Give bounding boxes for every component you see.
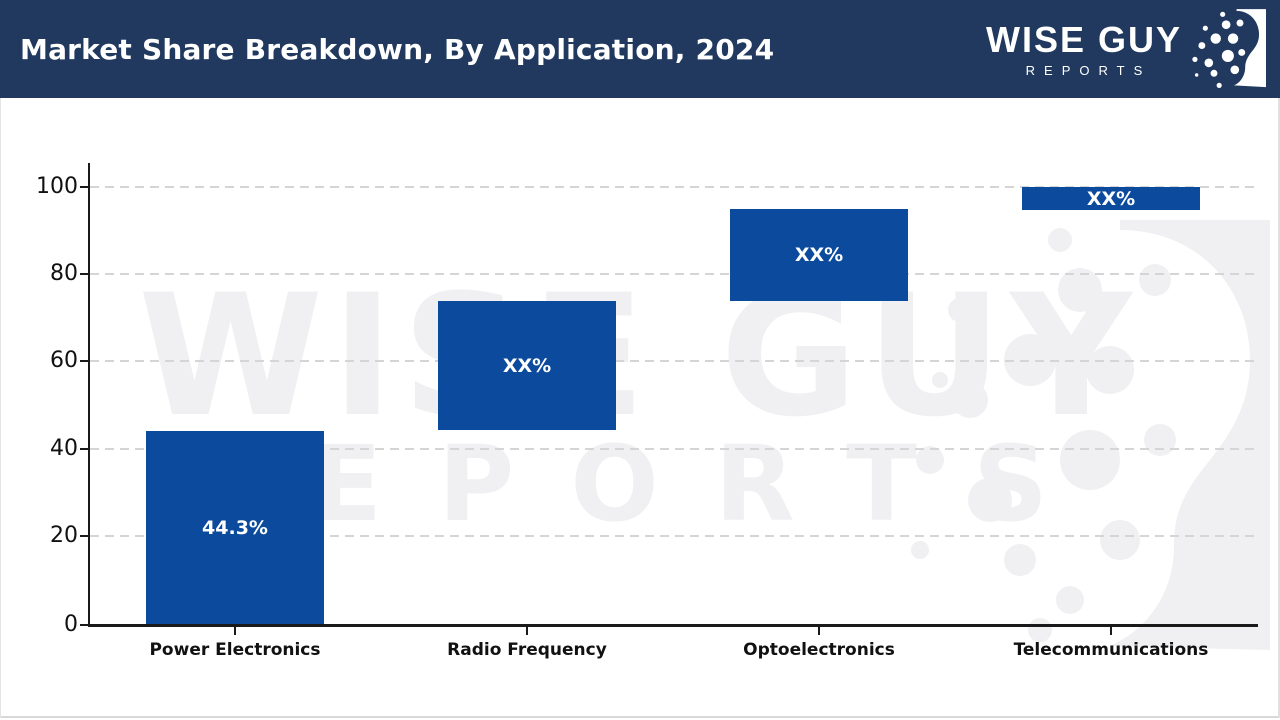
x-tick	[1110, 627, 1112, 635]
x-label-radio-frequency: Radio Frequency	[447, 640, 607, 660]
y-tick-label-100: 100	[36, 174, 78, 199]
gridline-100	[90, 186, 1258, 188]
page-title: Market Share Breakdown, By Application, …	[20, 32, 775, 66]
y-tick	[80, 186, 88, 188]
y-tick-label-80: 80	[50, 261, 78, 286]
x-tick	[234, 627, 236, 635]
bar-power-electronics: 44.3%	[146, 431, 324, 625]
bar-value-label: XX%	[502, 354, 552, 377]
x-tick	[818, 627, 820, 635]
left-border	[0, 98, 1, 718]
x-axis-line	[88, 624, 1258, 627]
bar-radio-frequency: XX%	[438, 301, 616, 430]
y-tick-label-0: 0	[64, 612, 78, 637]
y-tick	[80, 448, 88, 450]
gridline-80	[90, 273, 1258, 275]
brand-logo-text: WISE GUY REPORTS	[985, 18, 1182, 78]
bar-value-label: 44.3%	[202, 517, 268, 539]
x-label-power-electronics: Power Electronics	[149, 640, 321, 660]
gridline-40	[90, 448, 1258, 450]
y-tick	[80, 624, 88, 626]
y-tick	[80, 535, 88, 537]
gridline-60	[90, 360, 1258, 362]
y-tick-label-40: 40	[50, 436, 78, 461]
bar-optoelectronics: XX%	[730, 209, 908, 301]
watermark-head-icon	[911, 220, 1270, 650]
x-tick	[526, 627, 528, 635]
y-tick-label-20: 20	[50, 523, 78, 548]
brand-logo-name: WISE GUY	[985, 18, 1182, 60]
y-tick	[80, 273, 88, 275]
brand-head-icon	[1192, 9, 1266, 88]
x-label-telecommunications: Telecommunications	[1013, 640, 1209, 660]
y-tick-label-60: 60	[50, 348, 78, 373]
y-axis-line	[88, 163, 90, 627]
header-bar: Market Share Breakdown, By Application, …	[0, 0, 1280, 98]
brand-logo-subtitle: REPORTS	[1025, 62, 1152, 78]
watermark-wordmark: WISE GUY	[138, 258, 1141, 454]
bar-value-label: XX%	[1086, 187, 1136, 210]
bar-value-label: XX%	[794, 244, 844, 266]
y-tick	[80, 360, 88, 362]
x-label-optoelectronics: Optoelectronics	[743, 640, 895, 660]
gridline-20	[90, 535, 1258, 537]
brand-logo: WISE GUY REPORTS	[986, 0, 1266, 98]
bottom-border	[0, 716, 1280, 718]
bar-telecommunications: XX%	[1022, 187, 1200, 210]
right-border	[1278, 98, 1280, 718]
